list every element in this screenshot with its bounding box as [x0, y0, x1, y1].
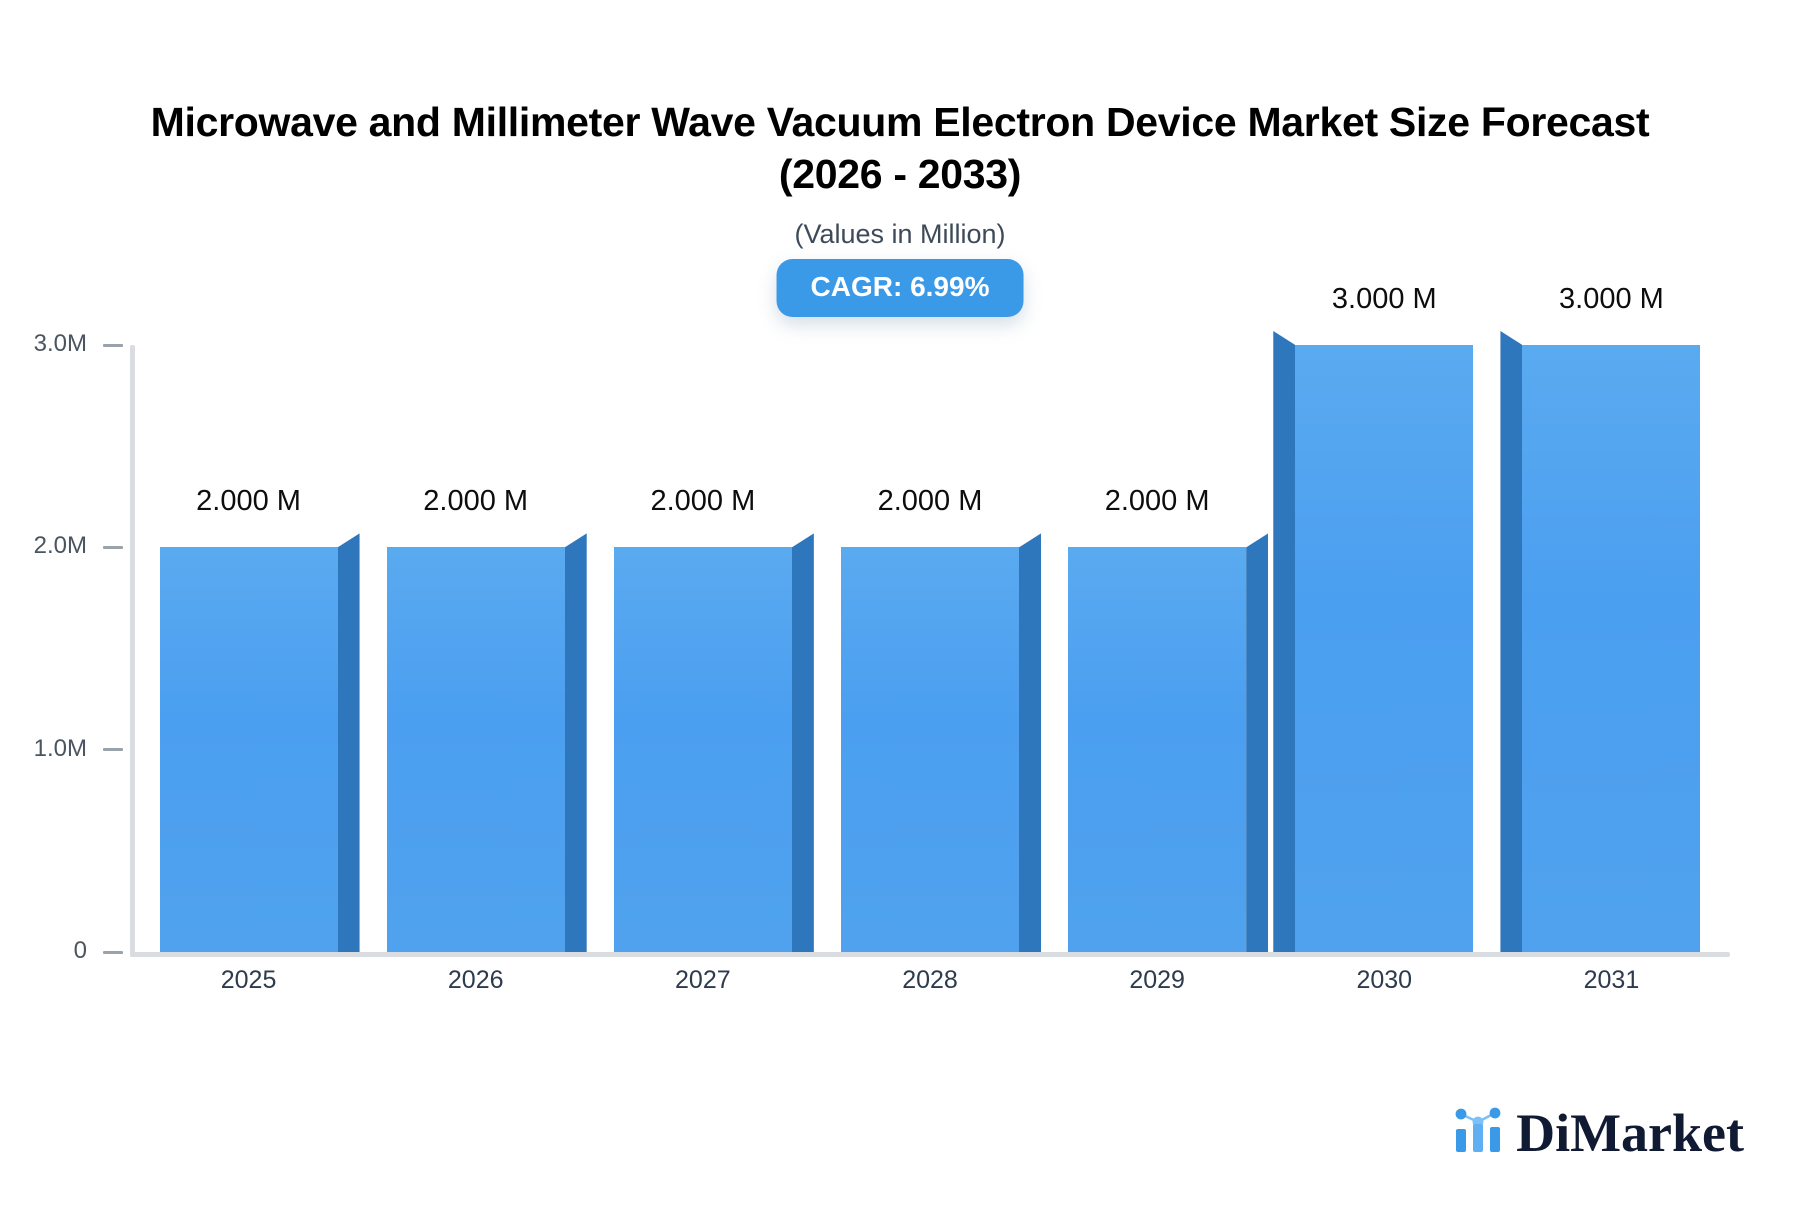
chart-subtitle: (Values in Million): [794, 218, 1006, 249]
y-axis-tick-mark: [103, 950, 123, 954]
bar-column[interactable]: 2.000 M: [841, 485, 1041, 952]
y-axis-tick-mark: [103, 343, 123, 347]
bar-3d-side: [1019, 533, 1041, 952]
bar-column[interactable]: 2.000 M: [159, 485, 360, 952]
bar-column[interactable]: 2.000 M: [613, 485, 814, 952]
brand-logo: DiMarket: [1452, 1105, 1744, 1160]
bar-value-label: 2.000 M: [423, 485, 529, 518]
brand-name: DiMarket: [1516, 1102, 1744, 1163]
bar-3d-side: [1246, 533, 1269, 952]
bar-face: [1068, 547, 1247, 952]
x-axis-tick-label: 2029: [1129, 966, 1185, 994]
x-axis-tick-label: 2030: [1356, 966, 1413, 994]
bar-value-label: 2.000 M: [877, 485, 983, 518]
y-axis-line: [130, 345, 135, 957]
bar-face: [841, 547, 1019, 952]
x-axis-tick-label: 2028: [902, 966, 958, 994]
bar-column[interactable]: 2.000 M: [386, 485, 587, 952]
bar-face: [159, 547, 338, 952]
y-axis-tick-label: 1.0M: [33, 734, 87, 762]
x-axis-tick-label: 2027: [675, 966, 731, 994]
y-axis-tick-label: 0: [73, 937, 87, 964]
bar-value-label: 2.000 M: [650, 485, 756, 518]
title-block: Microwave and Millimeter Wave Vacuum Ele…: [0, 96, 1800, 250]
x-axis-line: [130, 952, 1730, 957]
y-axis-tick-mark: [103, 545, 123, 549]
bar-face: [386, 547, 565, 952]
page-title: Microwave and Millimeter Wave Vacuum Ele…: [150, 99, 1650, 145]
bar-3d-side: [1273, 331, 1296, 952]
bar-value-label: 2.000 M: [1104, 485, 1210, 518]
x-axis-tick-label: 2031: [1583, 966, 1640, 994]
bar-3d-side: [337, 533, 360, 952]
bar-value-label: 3.000 M: [1331, 283, 1437, 315]
bar-column[interactable]: 2.000 M: [1068, 485, 1269, 952]
y-axis-tick-label: 2.0M: [33, 532, 87, 560]
bar-3d-side: [791, 533, 814, 952]
bar-3d-side: [564, 533, 587, 952]
bar-3d-side: [1500, 331, 1523, 952]
page-title-years: (2026 - 2033): [778, 151, 1022, 198]
bar-chart-icon: [1452, 1105, 1504, 1160]
x-axis-tick-label: 2026: [447, 966, 504, 994]
y-axis-tick-label: 3.0M: [33, 330, 87, 357]
bar-column[interactable]: 3.000 M: [1500, 283, 1701, 952]
bar-value-label: 3.000 M: [1559, 283, 1664, 315]
bar-column[interactable]: 3.000 M: [1273, 283, 1474, 952]
cagr-badge: CAGR: 6.99%: [776, 259, 1024, 317]
bar-face: [613, 547, 792, 952]
y-axis-tick-mark: [103, 748, 123, 752]
bar-face: [1522, 345, 1701, 952]
bar-value-label: 2.000 M: [196, 485, 301, 518]
x-axis-tick-label: 2025: [220, 966, 277, 994]
bar-face: [1295, 345, 1474, 952]
